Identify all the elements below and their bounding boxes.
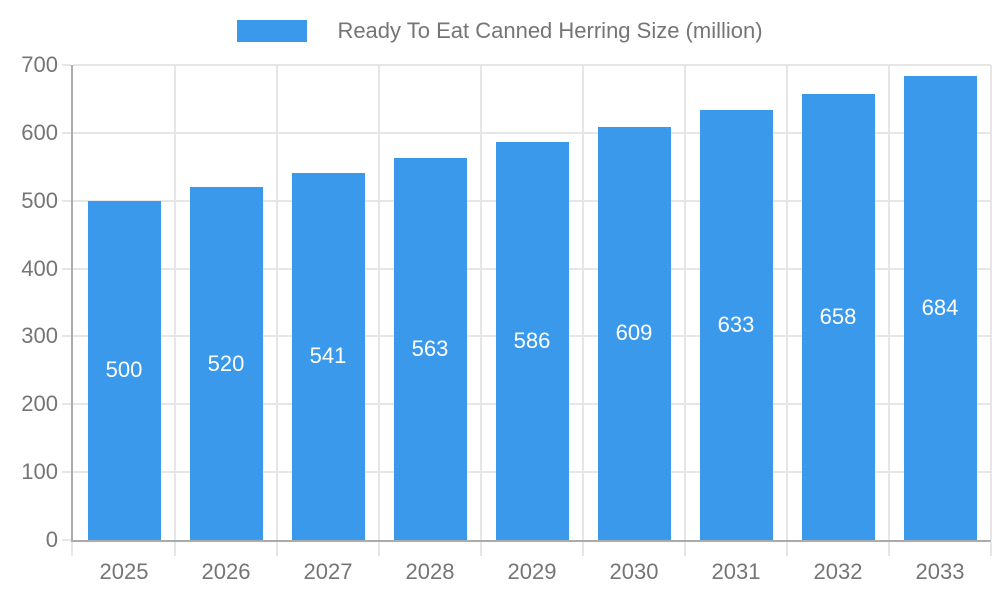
bar: 500 xyxy=(87,200,161,540)
y-tick-label: 300 xyxy=(21,323,58,349)
y-axis-tick xyxy=(62,471,71,474)
y-axis-tick xyxy=(62,64,71,66)
bar-value-label: 500 xyxy=(105,357,143,383)
x-axis-tick xyxy=(174,542,176,556)
x-axis-tick xyxy=(480,542,482,556)
x-axis-tick xyxy=(684,542,686,556)
v-gridline xyxy=(684,65,686,540)
h-gridline xyxy=(73,131,991,134)
x-axis-tick xyxy=(276,542,278,556)
x-tick-label: 2030 xyxy=(609,559,659,584)
x-axis-tick xyxy=(990,542,992,556)
bar: 563 xyxy=(393,157,467,540)
x-tick-label: 2027 xyxy=(303,559,353,584)
v-gridline xyxy=(582,65,584,540)
y-tick-label: 400 xyxy=(21,255,58,281)
y-tick-label: 700 xyxy=(21,52,58,77)
x-tick-label: 2032 xyxy=(813,559,863,584)
y-tick-label: 0 xyxy=(45,527,58,552)
v-gridline xyxy=(786,65,788,540)
y-axis-tick xyxy=(62,403,71,406)
chart-legend[interactable]: Ready To Eat Canned Herring Size (millio… xyxy=(0,18,1000,44)
v-gridline xyxy=(174,65,176,540)
x-tick-label: 2033 xyxy=(915,559,965,584)
y-tick-label: 100 xyxy=(21,459,58,485)
x-tick-label: 2031 xyxy=(711,559,761,584)
v-gridline xyxy=(990,65,992,540)
y-axis-tick xyxy=(62,335,71,338)
y-tick-label: 600 xyxy=(21,119,58,145)
x-tick-label: 2028 xyxy=(405,559,455,584)
bar-value-label: 658 xyxy=(819,303,857,329)
y-tick-label: 200 xyxy=(21,391,58,417)
legend-swatch-icon xyxy=(237,20,308,42)
bar: 609 xyxy=(597,126,671,540)
x-tick-label: 2026 xyxy=(201,559,251,584)
bar-value-label: 563 xyxy=(411,335,449,361)
bar-value-label: 633 xyxy=(717,312,755,338)
y-axis-tick xyxy=(62,267,71,270)
y-tick-label: 500 xyxy=(21,187,58,213)
h-gridline xyxy=(73,64,991,66)
bar-value-label: 609 xyxy=(615,320,653,346)
x-axis-tick xyxy=(786,542,788,556)
y-axis-line xyxy=(71,65,73,542)
x-axis-tick xyxy=(71,542,73,556)
bar-value-label: 541 xyxy=(309,343,347,369)
bar-value-label: 684 xyxy=(921,294,959,320)
x-axis-tick xyxy=(888,542,890,556)
x-axis-line xyxy=(71,540,991,542)
v-gridline xyxy=(276,65,278,540)
y-axis-tick xyxy=(62,131,71,134)
x-axis-tick xyxy=(582,542,584,556)
x-tick-label: 2025 xyxy=(99,559,149,584)
v-gridline xyxy=(378,65,380,540)
bar: 586 xyxy=(495,142,569,540)
v-gridline xyxy=(888,65,890,540)
bar: 541 xyxy=(291,172,365,540)
plot-area: 0 100 200 300 400 500 600 700 2025 2026 2027 2028 20… xyxy=(21,52,992,584)
bar: 658 xyxy=(801,93,875,540)
bar-value-label: 586 xyxy=(513,328,551,354)
legend-label: Ready To Eat Canned Herring Size (millio… xyxy=(337,18,763,43)
v-gridline xyxy=(480,65,482,540)
y-axis-tick xyxy=(62,199,71,202)
y-axis-tick xyxy=(62,539,71,541)
bar: 684 xyxy=(903,75,977,540)
bar: 520 xyxy=(189,187,263,540)
bar-value-label: 520 xyxy=(207,350,245,376)
x-tick-label: 2029 xyxy=(507,559,557,584)
bar: 633 xyxy=(699,110,773,540)
x-axis-tick xyxy=(378,542,380,556)
